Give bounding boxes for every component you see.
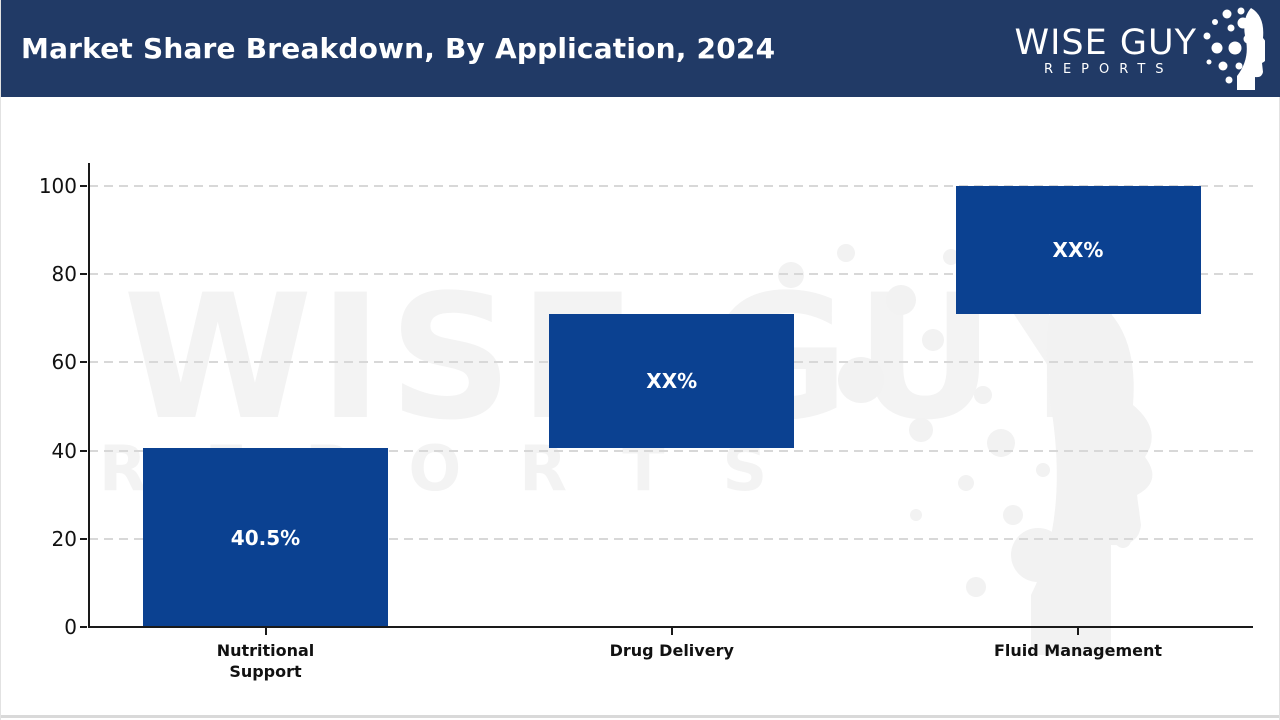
page-title: Market Share Breakdown, By Application, … [21,32,776,65]
y-tick-label: 60 [51,350,77,375]
y-tick [80,537,87,540]
category-label: Fluid Management [993,641,1163,660]
x-tick [1077,628,1079,635]
y-tick [80,449,87,452]
category-label: Drug Delivery [609,641,734,660]
logo-text: WISE GUY REPORTS [1014,23,1197,76]
bar-drug-delivery: XX% [549,313,795,449]
logo-name: WISE GUY [1014,23,1197,64]
gridline [89,185,1253,187]
wise-guy-logo: WISE GUY REPORTS [1014,6,1268,94]
bar-value-label: XX% [646,369,698,394]
bar-value-label: 40.5% [230,525,301,550]
y-tick-label: 40 [51,438,77,463]
x-tick [670,628,673,635]
gridline [89,537,1253,540]
watermark-face-icon [761,215,1181,669]
bar-nutritional-support: 40.5% [143,448,388,627]
y-axis [87,163,90,628]
y-tick-label: 20 [51,526,77,551]
bar-fluid-management: XX% [955,186,1201,314]
x-tick [264,628,267,635]
x-axis [87,626,1253,628]
y-tick-label: 100 [38,174,77,198]
y-tick [80,273,87,276]
y-tick [80,185,87,187]
y-tick-label: 80 [51,262,77,287]
bar-value-label: XX% [1052,237,1104,262]
y-tick [80,626,87,628]
y-tick-label: 0 [64,615,77,639]
category-label: Nutritional Support [216,641,315,681]
logo-face-icon [1201,6,1268,94]
header-bar: Market Share Breakdown, By Application, … [1,0,1280,97]
y-tick [80,361,87,364]
gridline [89,449,1253,452]
gridline [89,273,1253,276]
logo-subtitle: REPORTS [1043,61,1174,77]
